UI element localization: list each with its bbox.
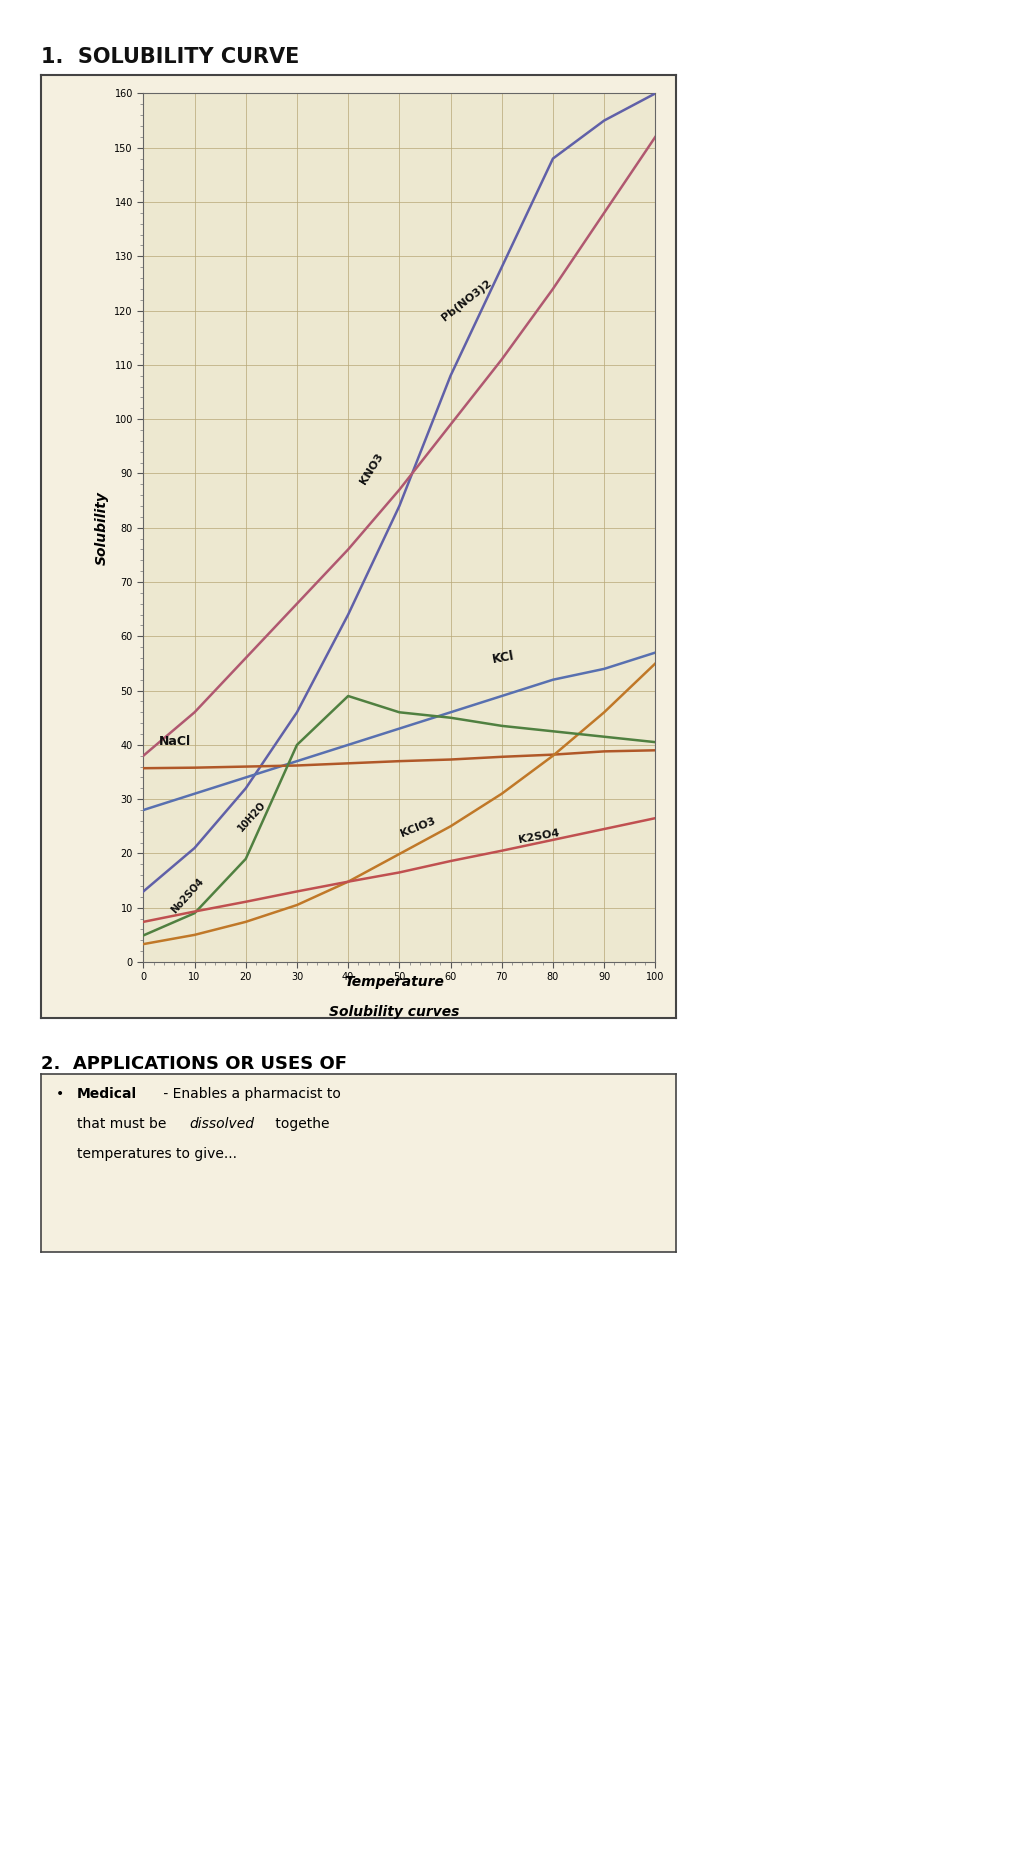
Text: Solubility curves: Solubility curves [329, 1005, 460, 1018]
Y-axis label: Solubility: Solubility [95, 491, 109, 564]
Text: - Enables a pharmacist to: - Enables a pharmacist to [159, 1087, 341, 1100]
Text: dissolved: dissolved [189, 1117, 254, 1130]
Text: K2SO4: K2SO4 [517, 828, 560, 844]
Text: that must be: that must be [77, 1117, 171, 1130]
Text: togethe: togethe [271, 1117, 330, 1130]
Text: 10H2O: 10H2O [236, 800, 267, 833]
Text: •: • [56, 1087, 74, 1100]
Text: KCl: KCl [492, 650, 516, 667]
Text: No2SO4: No2SO4 [169, 876, 206, 915]
Text: Pb(NO3)2: Pb(NO3)2 [440, 278, 494, 323]
Text: temperatures to give...: temperatures to give... [77, 1147, 237, 1160]
Text: 2.  APPLICATIONS OR USES OF: 2. APPLICATIONS OR USES OF [41, 1055, 347, 1074]
Text: 1.  SOLUBILITY CURVE: 1. SOLUBILITY CURVE [41, 47, 299, 67]
Text: NaCl: NaCl [159, 734, 190, 747]
Text: Temperature: Temperature [344, 975, 444, 988]
Text: KClO3: KClO3 [399, 816, 437, 839]
Text: KNO3: KNO3 [358, 452, 385, 486]
Text: Medical: Medical [77, 1087, 137, 1100]
